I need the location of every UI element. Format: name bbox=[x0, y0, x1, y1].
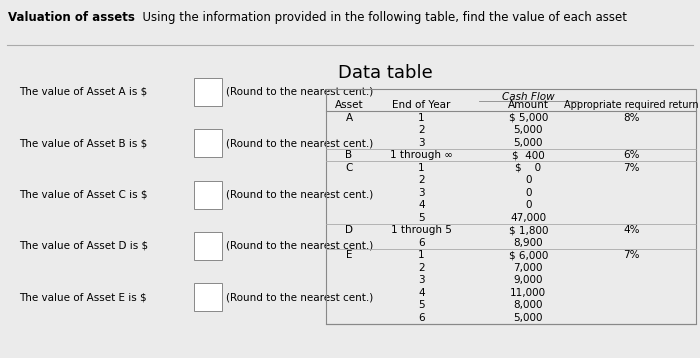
Text: 0: 0 bbox=[525, 200, 531, 210]
Text: 1: 1 bbox=[418, 163, 425, 173]
Text: (Round to the nearest cent.): (Round to the nearest cent.) bbox=[226, 292, 374, 303]
Text: Appropriate required return: Appropriate required return bbox=[564, 100, 699, 110]
Text: The value of Asset C is $: The value of Asset C is $ bbox=[19, 190, 148, 200]
Text: Using the information provided in the following table, find the value of each as: Using the information provided in the fo… bbox=[134, 11, 626, 24]
Text: 1 through ∞: 1 through ∞ bbox=[390, 150, 453, 160]
FancyBboxPatch shape bbox=[195, 129, 222, 157]
Text: 7%: 7% bbox=[623, 163, 640, 173]
Text: Valuation of assets: Valuation of assets bbox=[8, 11, 135, 24]
Text: 6: 6 bbox=[418, 313, 425, 323]
Text: 0: 0 bbox=[525, 175, 531, 185]
Text: 2: 2 bbox=[418, 125, 425, 135]
Text: 5,000: 5,000 bbox=[514, 313, 543, 323]
Text: 5,000: 5,000 bbox=[514, 125, 543, 135]
Text: 8,000: 8,000 bbox=[514, 300, 543, 310]
Text: Data table: Data table bbox=[337, 64, 433, 82]
Text: The value of Asset E is $: The value of Asset E is $ bbox=[19, 292, 147, 303]
Text: 5: 5 bbox=[418, 300, 425, 310]
Text: $ 6,000: $ 6,000 bbox=[509, 250, 548, 260]
Text: 7,000: 7,000 bbox=[514, 263, 543, 273]
Text: Amount: Amount bbox=[508, 100, 549, 110]
Text: 47,000: 47,000 bbox=[510, 213, 547, 223]
Text: End of Year: End of Year bbox=[392, 100, 451, 110]
Text: Asset: Asset bbox=[335, 100, 363, 110]
Text: 3: 3 bbox=[418, 137, 425, 147]
Text: E: E bbox=[346, 250, 352, 260]
FancyBboxPatch shape bbox=[195, 78, 222, 106]
Bar bbox=[326, 89, 696, 324]
Text: 6%: 6% bbox=[623, 150, 640, 160]
Text: The value of Asset D is $: The value of Asset D is $ bbox=[19, 241, 148, 251]
Text: $ 5,000: $ 5,000 bbox=[509, 112, 548, 122]
Text: $  400: $ 400 bbox=[512, 150, 545, 160]
Text: 1: 1 bbox=[418, 112, 425, 122]
Text: B: B bbox=[346, 150, 353, 160]
Text: 3: 3 bbox=[418, 188, 425, 198]
Text: D: D bbox=[345, 225, 353, 235]
Text: The value of Asset B is $: The value of Asset B is $ bbox=[19, 138, 148, 148]
Text: 9,000: 9,000 bbox=[514, 275, 543, 285]
Text: 4: 4 bbox=[418, 200, 425, 210]
FancyBboxPatch shape bbox=[195, 284, 222, 311]
Text: A: A bbox=[346, 112, 353, 122]
Text: $    0: $ 0 bbox=[515, 163, 541, 173]
Text: 1: 1 bbox=[418, 250, 425, 260]
Text: 8,900: 8,900 bbox=[514, 238, 543, 248]
Text: 7%: 7% bbox=[623, 250, 640, 260]
Text: C: C bbox=[345, 163, 353, 173]
Text: Cash Flow: Cash Flow bbox=[502, 92, 554, 102]
Text: (Round to the nearest cent.): (Round to the nearest cent.) bbox=[226, 138, 374, 148]
Text: 6: 6 bbox=[418, 238, 425, 248]
Text: (Round to the nearest cent.): (Round to the nearest cent.) bbox=[226, 241, 374, 251]
Text: 11,000: 11,000 bbox=[510, 288, 547, 298]
FancyBboxPatch shape bbox=[195, 181, 222, 209]
Text: 2: 2 bbox=[418, 263, 425, 273]
FancyBboxPatch shape bbox=[195, 232, 222, 260]
Text: 3: 3 bbox=[418, 275, 425, 285]
Text: 4%: 4% bbox=[623, 225, 640, 235]
Text: 4: 4 bbox=[418, 288, 425, 298]
Text: 5: 5 bbox=[418, 213, 425, 223]
Text: (Round to the nearest cent.): (Round to the nearest cent.) bbox=[226, 87, 374, 97]
Text: 2: 2 bbox=[418, 175, 425, 185]
Text: The value of Asset A is $: The value of Asset A is $ bbox=[19, 87, 148, 97]
Text: 0: 0 bbox=[525, 188, 531, 198]
Text: 1 through 5: 1 through 5 bbox=[391, 225, 452, 235]
Text: 5,000: 5,000 bbox=[514, 137, 543, 147]
Text: (Round to the nearest cent.): (Round to the nearest cent.) bbox=[226, 190, 374, 200]
Text: $ 1,800: $ 1,800 bbox=[509, 225, 548, 235]
Text: 8%: 8% bbox=[623, 112, 640, 122]
